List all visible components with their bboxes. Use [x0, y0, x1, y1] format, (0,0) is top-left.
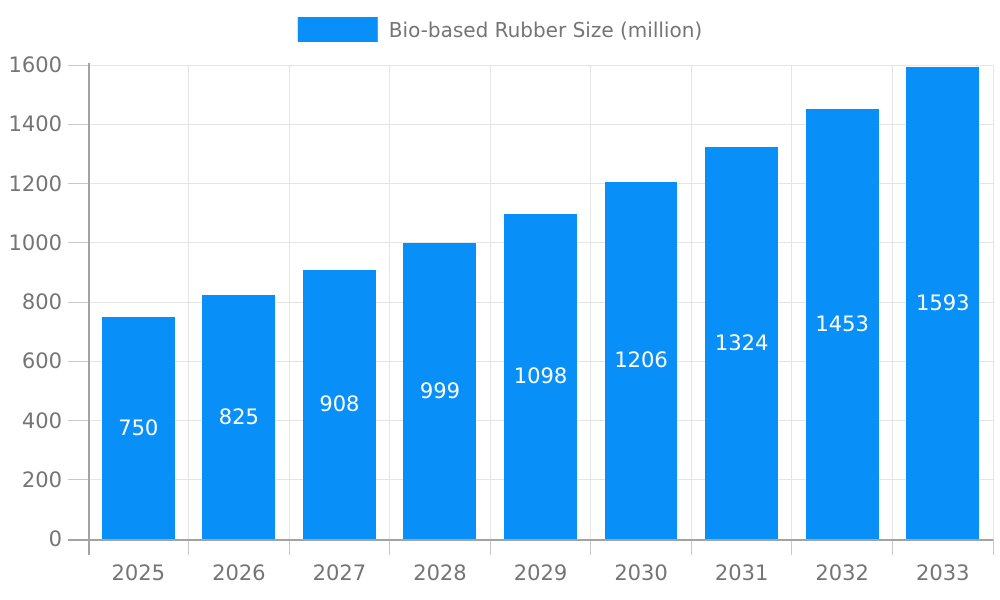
y-axis-label: 800: [21, 290, 62, 314]
x-gridline: [389, 65, 391, 539]
bar[interactable]: 825: [202, 294, 276, 539]
bar[interactable]: 1206: [604, 181, 678, 539]
bar-value-label: 1453: [815, 311, 869, 336]
x-axis-label: 2028: [413, 561, 467, 585]
x-gridline: [188, 65, 190, 539]
bar[interactable]: 1593: [906, 67, 980, 539]
x-tick: [288, 539, 290, 555]
y-tick: [68, 301, 88, 303]
y-axis-label: 0: [48, 527, 62, 551]
legend-swatch: [297, 17, 378, 42]
y-tick: [68, 479, 88, 481]
x-gridline: [288, 65, 290, 539]
y-tick: [68, 242, 88, 244]
bar[interactable]: 750: [101, 316, 175, 539]
bar[interactable]: 1098: [504, 213, 577, 539]
bar-value-label: 1324: [714, 330, 769, 355]
bar-value-label: 1206: [614, 348, 668, 373]
x-axis-label: 2031: [714, 561, 769, 585]
x-gridline: [891, 65, 893, 539]
x-tick: [690, 539, 692, 555]
y-axis-label: 1600: [8, 53, 62, 77]
y-tick: [68, 183, 88, 184]
y-gridline: [88, 123, 993, 125]
y-tick: [68, 539, 88, 541]
x-tick: [188, 539, 190, 555]
x-axis-label: 2030: [614, 561, 668, 585]
y-axis-label: 1200: [8, 171, 62, 196]
y-tick: [68, 420, 88, 421]
y-axis-label: 200: [21, 467, 62, 492]
bar-value-label: 1098: [513, 364, 568, 389]
x-axis-label: 2033: [915, 561, 970, 585]
y-axis-label: 600: [21, 349, 62, 374]
x-tick: [389, 539, 391, 555]
bar[interactable]: 1453: [805, 108, 879, 539]
y-tick: [68, 360, 88, 362]
legend[interactable]: Bio-based Rubber Size (million): [297, 17, 703, 42]
x-tick: [791, 539, 793, 555]
legend-label: Bio-based Rubber Size (million): [388, 17, 703, 42]
x-tick: [590, 539, 592, 555]
x-tick: [489, 539, 491, 555]
y-axis-line: [88, 63, 90, 539]
x-tick: [891, 539, 893, 555]
x-axis-label: 2029: [513, 561, 568, 585]
y-gridline: [88, 183, 993, 184]
bar-value-label: 1593: [915, 291, 970, 316]
x-gridline: [489, 65, 491, 539]
x-tick: [992, 539, 994, 555]
bar-value-label: 999: [419, 379, 460, 403]
x-axis-label: 2027: [312, 561, 367, 585]
y-axis-label: 1400: [8, 112, 62, 137]
x-axis-line: [88, 539, 993, 541]
bar[interactable]: 999: [403, 243, 477, 539]
x-gridline: [992, 65, 994, 539]
y-tick: [68, 64, 88, 66]
y-gridline: [88, 64, 993, 66]
bar-value-label: 750: [118, 415, 159, 440]
bar[interactable]: 908: [302, 270, 376, 539]
x-axis-label: 2026: [212, 561, 266, 585]
x-axis-label: 2025: [111, 561, 165, 585]
x-gridline: [690, 65, 692, 539]
x-gridline: [590, 65, 592, 539]
x-axis-label: 2032: [815, 561, 869, 585]
bar-value-label: 825: [218, 404, 259, 429]
y-axis-label: 1000: [8, 230, 62, 255]
bar-value-label: 908: [319, 392, 360, 417]
x-tick: [88, 539, 90, 555]
x-gridline: [791, 65, 793, 539]
bar[interactable]: 1324: [705, 146, 779, 539]
y-axis-label: 400: [21, 408, 62, 433]
y-tick: [68, 123, 88, 125]
